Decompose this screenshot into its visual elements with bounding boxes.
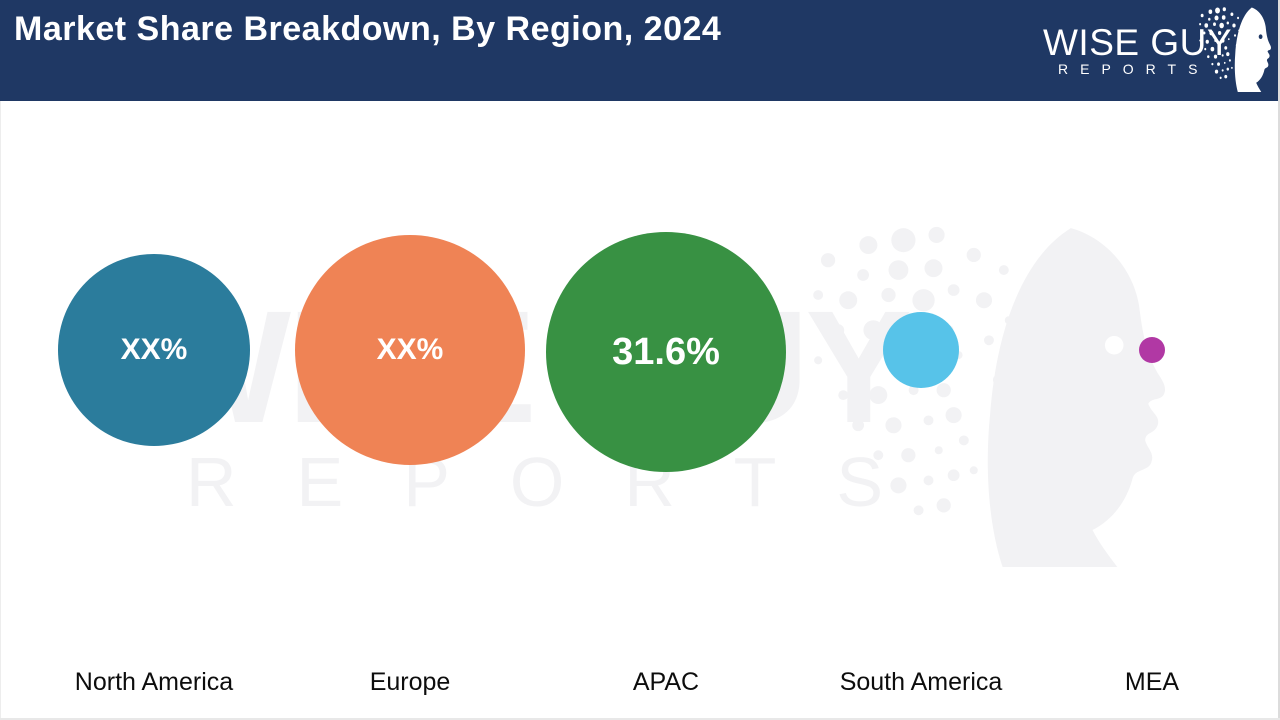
bubble-north-america: XX% bbox=[58, 254, 250, 446]
category-label-europe: Europe bbox=[369, 668, 451, 696]
watermark-head-icon bbox=[798, 222, 1170, 567]
category-label-south-america: South America bbox=[839, 668, 1003, 696]
bubble-europe: XX% bbox=[295, 235, 525, 465]
logo-wordmark: WISE GUY bbox=[1043, 22, 1233, 63]
bubble-apac: 31.6% bbox=[546, 232, 786, 472]
bubble-mea bbox=[1139, 337, 1165, 363]
page-border-left bbox=[0, 101, 1, 720]
category-label-apac: APAC bbox=[632, 668, 700, 696]
header-bar: Market Share Breakdown, By Region, 2024 … bbox=[0, 0, 1280, 101]
page-border-bottom bbox=[0, 718, 1280, 720]
watermark-wordmark: WISE GUY bbox=[140, 277, 912, 456]
bubble-value-label: XX% bbox=[376, 333, 444, 366]
category-label-mea: MEA bbox=[1124, 668, 1180, 696]
page-border-right bbox=[1278, 0, 1280, 720]
watermark-subtext: REPORTS bbox=[186, 443, 944, 521]
page-title: Market Share Breakdown, By Region, 2024 bbox=[14, 10, 722, 48]
category-label-north-america: North America bbox=[74, 668, 234, 696]
logo-subtext: REPORTS bbox=[1058, 61, 1210, 77]
bubble-value-label: XX% bbox=[120, 333, 188, 366]
bubble-value-label: 31.6% bbox=[612, 330, 720, 373]
bubble-south-america bbox=[883, 312, 959, 388]
